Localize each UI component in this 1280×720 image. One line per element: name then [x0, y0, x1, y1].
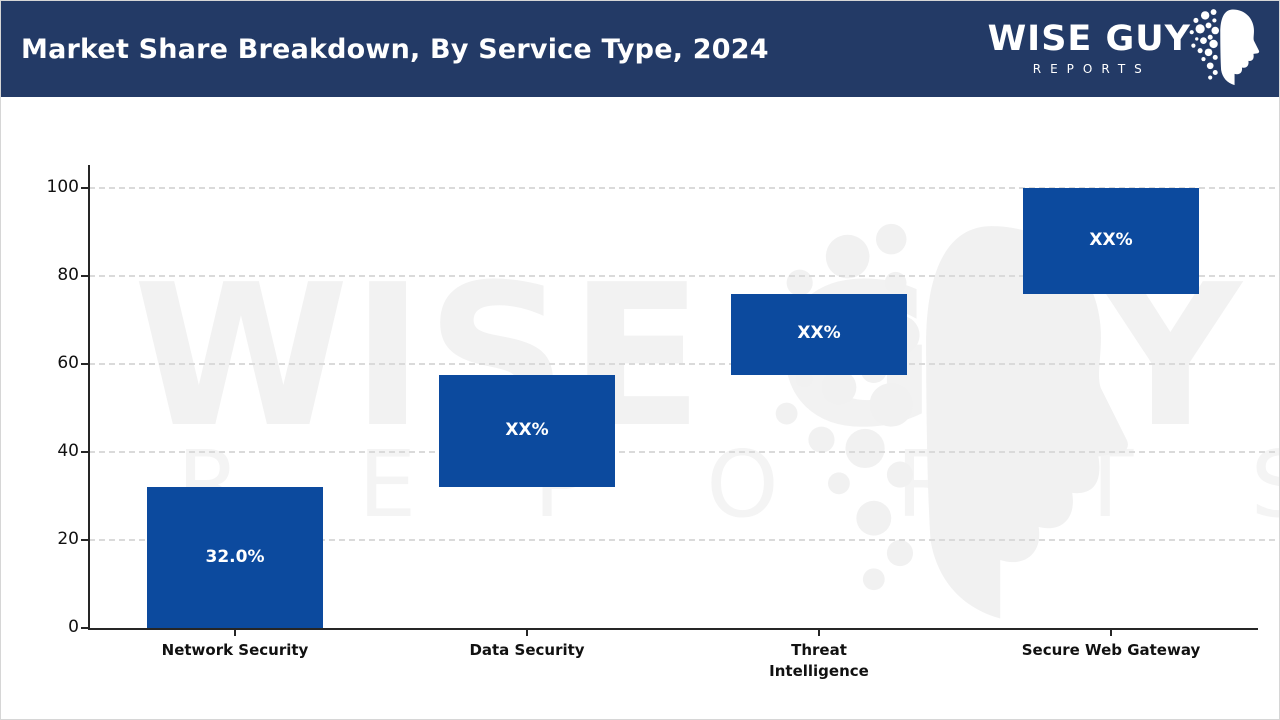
y-tick-0 [81, 627, 88, 629]
y-tick-80 [81, 275, 88, 277]
header-bar: Market Share Breakdown, By Service Type,… [1, 1, 1279, 97]
gridline-20 [89, 539, 1275, 541]
bar-segment [731, 293, 907, 375]
x-tick [234, 630, 236, 636]
wise-guy-logo: WISE GUY REPORTS [988, 6, 1269, 92]
chart-title: Market Share Breakdown, By Service Type,… [21, 33, 769, 65]
y-tick-label-60: 60 [57, 353, 79, 373]
y-tick-20 [81, 539, 88, 541]
logo-name: WISE GUY [987, 19, 1191, 59]
x-category-label: Network Security [161, 641, 309, 659]
bar-segment [1023, 188, 1199, 294]
y-tick-60 [81, 363, 88, 365]
x-tick [1110, 630, 1112, 636]
logo-subtitle: REPORTS [1032, 62, 1151, 76]
gridline-100 [89, 187, 1275, 189]
y-axis-spine [88, 165, 90, 630]
y-tick-label-20: 20 [57, 529, 79, 549]
gridline-60 [89, 363, 1275, 365]
x-category-label: Data Security [469, 641, 585, 659]
x-tick [526, 630, 528, 636]
bar-value-label: XX% [1089, 229, 1133, 250]
bar-value-label: 32.0% [205, 546, 265, 567]
y-tick-label-0: 0 [68, 617, 79, 637]
gridline-80 [89, 275, 1275, 277]
bar-value-label: XX% [797, 323, 841, 344]
bar-segment [147, 487, 323, 628]
bar-value-label: XX% [505, 420, 549, 441]
y-tick-40 [81, 451, 88, 453]
y-tick-100 [81, 187, 88, 189]
gridline-40 [89, 451, 1275, 453]
bar-segment [439, 375, 615, 488]
wise-guy-head-icon [1189, 9, 1260, 86]
x-axis-spine [88, 628, 1258, 630]
y-tick-label-80: 80 [57, 265, 79, 285]
logo-text: WISE GUY REPORTS [987, 19, 1191, 77]
y-tick-label-40: 40 [57, 441, 79, 461]
x-tick [818, 630, 820, 636]
x-category-label: Threat Intelligence [769, 641, 869, 680]
y-tick-label-100: 100 [46, 177, 79, 197]
x-category-label: Secure Web Gateway [1021, 641, 1201, 659]
